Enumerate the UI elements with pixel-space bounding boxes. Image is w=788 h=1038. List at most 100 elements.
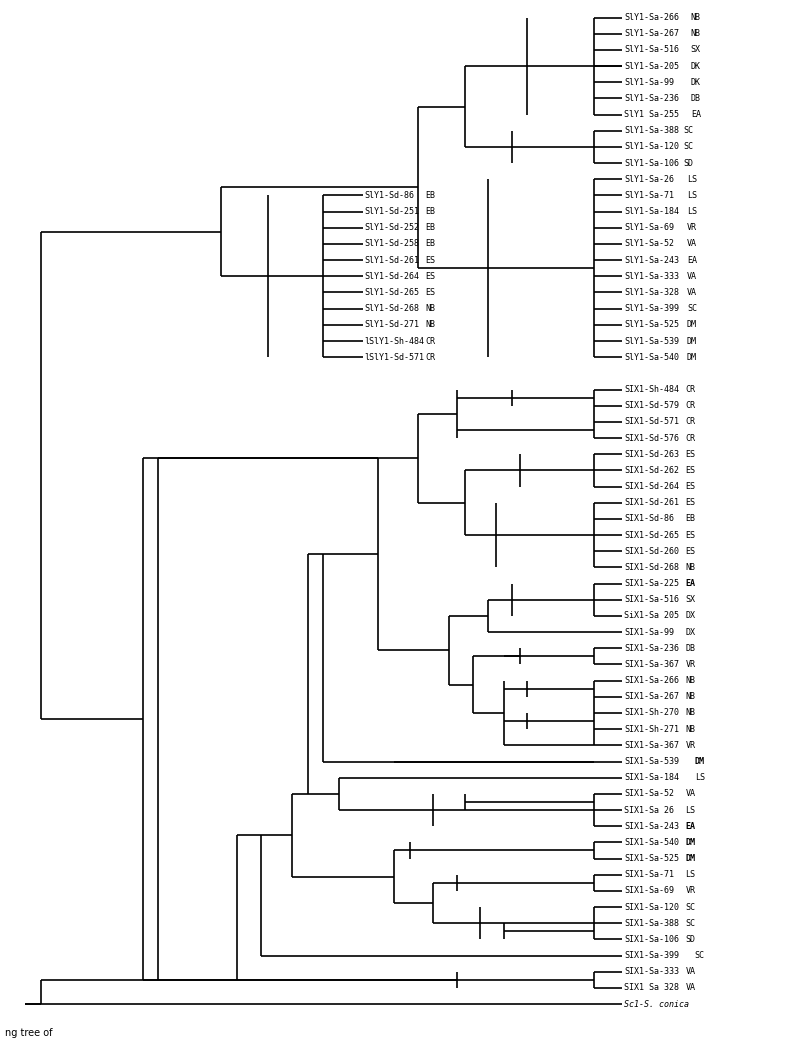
Text: SlY1-Sd-252: SlY1-Sd-252 [364, 223, 419, 233]
Text: SIX1-Sd-576: SIX1-Sd-576 [624, 434, 679, 442]
Text: LS: LS [687, 174, 697, 184]
Text: DM: DM [687, 336, 697, 346]
Text: NB: NB [686, 709, 695, 717]
Text: CR: CR [686, 402, 695, 410]
Text: SIX1-Sa-367: SIX1-Sa-367 [624, 660, 679, 668]
Text: SlY1-Sa-516: SlY1-Sa-516 [624, 46, 679, 54]
Text: SIX1-Sa-120: SIX1-Sa-120 [624, 903, 679, 911]
Text: SIX1-Sh-270: SIX1-Sh-270 [624, 709, 679, 717]
Text: VA: VA [687, 240, 697, 248]
Text: ES: ES [426, 255, 436, 265]
Text: VR: VR [687, 223, 697, 233]
Text: SIX1-Sd-571: SIX1-Sd-571 [624, 417, 679, 427]
Text: SlY1-Sd-264: SlY1-Sd-264 [364, 272, 419, 281]
Text: ES: ES [426, 272, 436, 281]
Text: SlY1-Sa-333: SlY1-Sa-333 [624, 272, 679, 281]
Text: DB: DB [686, 644, 695, 653]
Text: SiX1-Sa 205: SiX1-Sa 205 [624, 611, 679, 621]
Text: SlY1 Sa-255: SlY1 Sa-255 [624, 110, 679, 119]
Text: SlY1-Sd-265: SlY1-Sd-265 [364, 288, 419, 297]
Text: SlY1-Sa-266: SlY1-Sa-266 [624, 13, 679, 22]
Text: EA: EA [686, 822, 695, 830]
Text: SIX1-Sa-69: SIX1-Sa-69 [624, 886, 674, 896]
Text: SC: SC [695, 951, 704, 960]
Text: SIX1-Sa 26: SIX1-Sa 26 [624, 805, 674, 815]
Text: ES: ES [686, 449, 695, 459]
Text: VA: VA [686, 967, 695, 977]
Text: SIX1-Sd-86: SIX1-Sd-86 [624, 515, 674, 523]
Text: SlY1-Sd-86: SlY1-Sd-86 [364, 191, 414, 200]
Text: SIX1-Sa-367: SIX1-Sa-367 [624, 741, 679, 749]
Text: NB: NB [691, 13, 701, 22]
Text: CR: CR [686, 385, 695, 394]
Text: SlY1-Sd-268: SlY1-Sd-268 [364, 304, 419, 313]
Text: SlY1-Sd-251: SlY1-Sd-251 [364, 208, 419, 216]
Text: SlY1-Sd-271: SlY1-Sd-271 [364, 321, 419, 329]
Text: SlY1-Sa-399: SlY1-Sa-399 [624, 304, 679, 313]
Text: SIX1-Sa-106: SIX1-Sa-106 [624, 935, 679, 944]
Text: EB: EB [426, 223, 436, 233]
Text: DK: DK [691, 61, 701, 71]
Text: DB: DB [691, 93, 701, 103]
Text: SIX1-Sa-99: SIX1-Sa-99 [624, 628, 674, 636]
Text: SIX1-Sd-265: SIX1-Sd-265 [624, 530, 679, 540]
Text: SC: SC [683, 127, 693, 135]
Text: VA: VA [686, 983, 695, 992]
Text: DX: DX [686, 628, 695, 636]
Text: SC: SC [686, 919, 695, 928]
Text: EA: EA [691, 110, 701, 119]
Text: VR: VR [686, 660, 695, 668]
Text: SIX1-Sa-333: SIX1-Sa-333 [624, 967, 679, 977]
Text: SlY1-Sa-236: SlY1-Sa-236 [624, 93, 679, 103]
Text: SIX1-Sd-579: SIX1-Sd-579 [624, 402, 679, 410]
Text: SC: SC [683, 142, 693, 152]
Text: VA: VA [687, 272, 697, 281]
Text: SlY1-Sa-205: SlY1-Sa-205 [624, 61, 679, 71]
Text: SIX1-Sd-268: SIX1-Sd-268 [624, 563, 679, 572]
Text: ES: ES [686, 498, 695, 508]
Text: SIX1-Sd-262: SIX1-Sd-262 [624, 466, 679, 475]
Text: SlY1-Sa-525: SlY1-Sa-525 [624, 321, 679, 329]
Text: CR: CR [686, 434, 695, 442]
Text: SlY1-Sa-106: SlY1-Sa-106 [624, 159, 679, 167]
Text: SIX1-Sd-264: SIX1-Sd-264 [624, 482, 679, 491]
Text: EB: EB [426, 208, 436, 216]
Text: NB: NB [426, 321, 436, 329]
Text: SIX1-Sh-271: SIX1-Sh-271 [624, 725, 679, 734]
Text: NB: NB [691, 29, 701, 38]
Text: EA: EA [686, 579, 695, 589]
Text: EB: EB [426, 191, 436, 200]
Text: LS: LS [687, 208, 697, 216]
Text: NB: NB [686, 676, 695, 685]
Text: SIX1 Sa 328: SIX1 Sa 328 [624, 983, 679, 992]
Text: SlY1-Sa-69: SlY1-Sa-69 [624, 223, 674, 233]
Text: SIX1-Sa-71: SIX1-Sa-71 [624, 870, 674, 879]
Text: SC: SC [687, 304, 697, 313]
Text: LS: LS [686, 805, 695, 815]
Text: NB: NB [686, 563, 695, 572]
Text: DM: DM [686, 854, 695, 863]
Text: SIX1-Sd-263: SIX1-Sd-263 [624, 449, 679, 459]
Text: SIX1-Sa-267: SIX1-Sa-267 [624, 692, 679, 702]
Text: LS: LS [686, 870, 695, 879]
Text: VR: VR [686, 886, 695, 896]
Text: SlY1-Sa-120: SlY1-Sa-120 [624, 142, 679, 152]
Text: SX: SX [686, 595, 695, 604]
Text: ES: ES [686, 547, 695, 555]
Text: SD: SD [686, 935, 695, 944]
Text: EA: EA [687, 255, 697, 265]
Text: DM: DM [687, 353, 697, 361]
Text: SIX1-Sa-540: SIX1-Sa-540 [624, 838, 679, 847]
Text: ES: ES [686, 482, 695, 491]
Text: VA: VA [686, 789, 695, 798]
Text: CR: CR [426, 336, 436, 346]
Text: SlY1-Sd-258: SlY1-Sd-258 [364, 240, 419, 248]
Text: EB: EB [686, 515, 695, 523]
Text: SlY1-Sa-540: SlY1-Sa-540 [624, 353, 679, 361]
Text: SIX1-Sa-225: SIX1-Sa-225 [624, 579, 679, 589]
Text: VR: VR [686, 741, 695, 749]
Text: ES: ES [686, 466, 695, 475]
Text: SD: SD [683, 159, 693, 167]
Text: DX: DX [686, 611, 695, 621]
Text: NB: NB [426, 304, 436, 313]
